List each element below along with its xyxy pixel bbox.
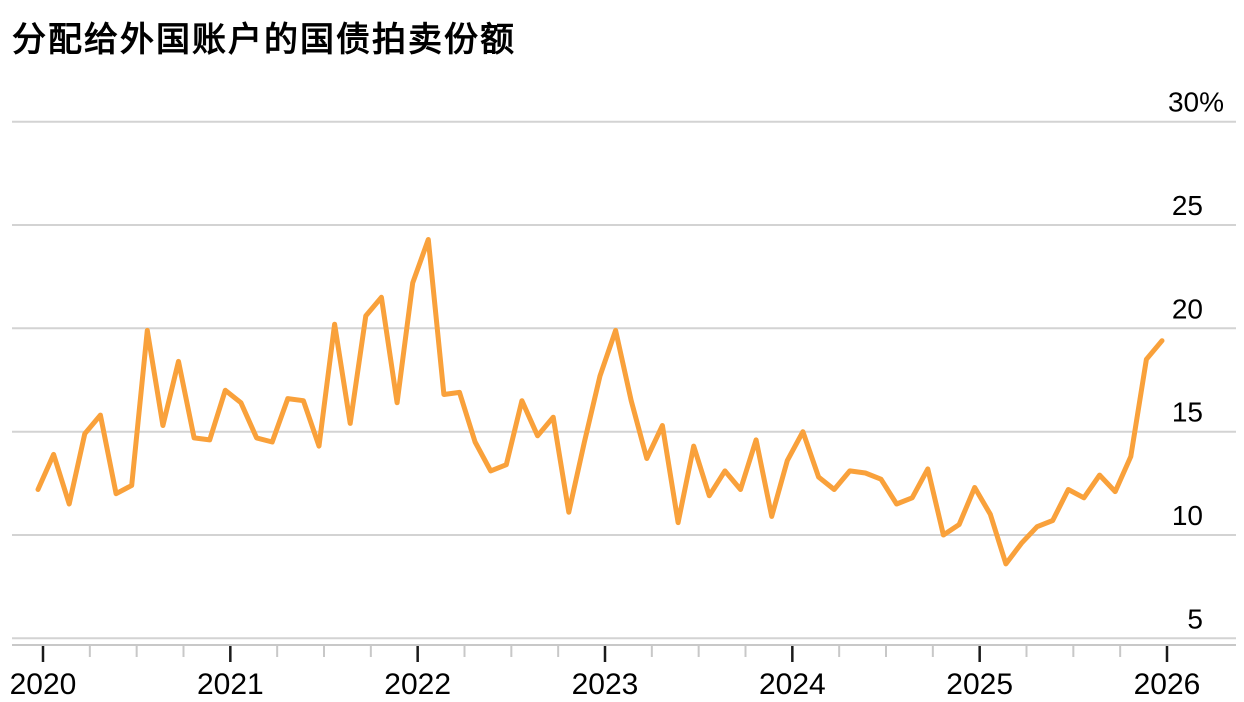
y-axis-label: 25 — [1172, 190, 1203, 221]
x-axis-label: 2021 — [197, 668, 264, 701]
y-axis-label: 20 — [1172, 293, 1203, 324]
y-axis-label: 30% — [1168, 87, 1224, 118]
x-axis-group — [12, 644, 1236, 662]
chart-title: 分配给外国账户的国债拍卖份额 — [12, 21, 516, 59]
x-axis-label: 2024 — [759, 668, 826, 701]
x-axis-labels-group: 2020 2021 2022 2023 2024 2025 2026 — [10, 668, 1201, 701]
y-axis-label: 5 — [1187, 603, 1203, 634]
y-axis-labels-group: 30% 25 20 15 10 5 — [1168, 87, 1224, 635]
y-axis-label: 10 — [1172, 500, 1203, 531]
y-axis-label: 15 — [1172, 397, 1203, 428]
gridlines-group — [12, 120, 1236, 640]
x-axis-label: 2023 — [572, 668, 639, 701]
x-axis-label: 2020 — [10, 668, 77, 701]
x-axis-label: 2025 — [946, 668, 1013, 701]
x-axis-label: 2022 — [384, 668, 451, 701]
data-line — [35, 237, 1165, 567]
x-axis-label: 2026 — [1134, 668, 1201, 701]
data-line-group — [35, 237, 1165, 567]
